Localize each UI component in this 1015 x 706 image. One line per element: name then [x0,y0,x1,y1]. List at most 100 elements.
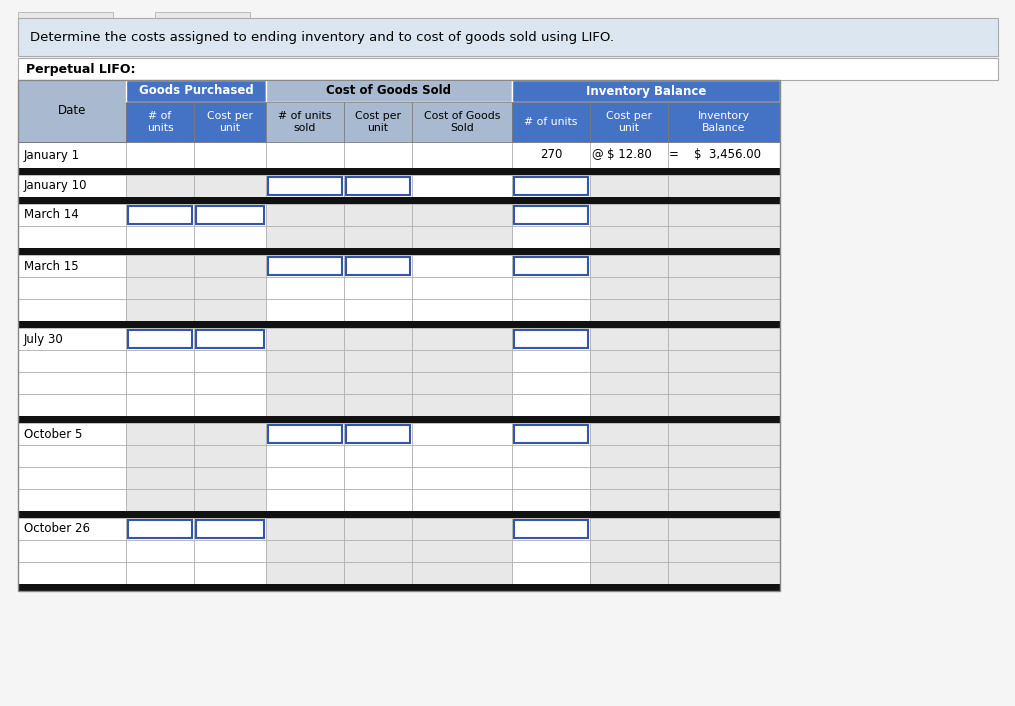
Bar [412,518,512,540]
Bar [126,540,194,562]
Text: # of units: # of units [525,117,578,127]
Bar [126,394,194,416]
Bar [412,467,512,489]
Bar [344,423,412,445]
Bar [512,80,780,102]
Bar [194,277,266,299]
Bar [194,142,266,168]
Bar [126,142,194,168]
Bar [266,328,344,350]
Bar [266,175,344,197]
Bar [194,423,266,445]
Bar [412,540,512,562]
Text: October 26: October 26 [24,522,90,535]
Bar [194,350,266,372]
Bar [18,12,113,30]
Bar [344,489,412,511]
Bar [266,423,344,445]
Bar [668,562,780,584]
Text: Date: Date [58,104,86,117]
Text: Cost per
unit: Cost per unit [355,112,401,133]
Bar [590,372,668,394]
Bar [126,299,194,321]
Text: 270: 270 [540,148,562,162]
Bar [18,204,126,226]
Bar [194,518,266,540]
Text: Cost of Goods
Sold: Cost of Goods Sold [424,112,500,133]
Bar [590,445,668,467]
Bar [590,175,668,197]
Bar [344,394,412,416]
Bar [668,489,780,511]
Text: Goods Purchased: Goods Purchased [139,85,254,97]
Text: Cost per
unit: Cost per unit [606,112,652,133]
Bar [512,142,590,168]
Bar [344,255,412,277]
Bar [18,255,126,277]
Bar [668,467,780,489]
Bar [514,177,588,195]
Bar [590,102,668,142]
Bar [196,330,264,348]
Bar [268,257,342,275]
Bar [514,206,588,224]
Bar [126,518,194,540]
Bar [126,175,194,197]
Bar [266,350,344,372]
Text: Cost of Goods Sold: Cost of Goods Sold [327,85,452,97]
Bar [590,518,668,540]
Bar [266,372,344,394]
Bar [194,562,266,584]
Bar [266,226,344,248]
Bar [18,277,126,299]
Bar [18,175,126,197]
Bar [18,489,126,511]
Bar [266,255,344,277]
Text: Cost per
unit: Cost per unit [207,112,253,133]
Text: January 10: January 10 [24,179,87,193]
Bar [346,177,410,195]
Bar [590,350,668,372]
Bar [126,467,194,489]
Bar [668,328,780,350]
Bar [18,584,780,591]
Bar [668,142,780,168]
Bar [590,489,668,511]
Bar [194,489,266,511]
Bar [412,299,512,321]
Bar [266,518,344,540]
Bar [344,562,412,584]
Bar [590,394,668,416]
Bar [512,372,590,394]
Bar [668,445,780,467]
Bar [194,204,266,226]
Bar [126,277,194,299]
Bar [668,299,780,321]
Bar [18,18,998,56]
Bar [412,394,512,416]
Bar [512,277,590,299]
Bar [126,328,194,350]
Bar [268,425,342,443]
Bar [128,330,192,348]
Bar [268,177,342,195]
Bar [18,445,126,467]
Bar [18,321,780,328]
Bar [194,372,266,394]
Bar [126,445,194,467]
Text: @: @ [591,148,603,162]
Bar [590,142,668,168]
Bar [512,562,590,584]
Bar [18,416,780,423]
Bar [344,445,412,467]
Bar [266,445,344,467]
Bar [412,226,512,248]
Bar [18,226,126,248]
Bar [590,277,668,299]
Text: # of units
sold: # of units sold [278,112,332,133]
Bar [590,328,668,350]
Text: March 14: March 14 [24,208,79,222]
Bar [126,423,194,445]
Bar [126,372,194,394]
Text: Perpetual LIFO:: Perpetual LIFO: [26,63,135,76]
